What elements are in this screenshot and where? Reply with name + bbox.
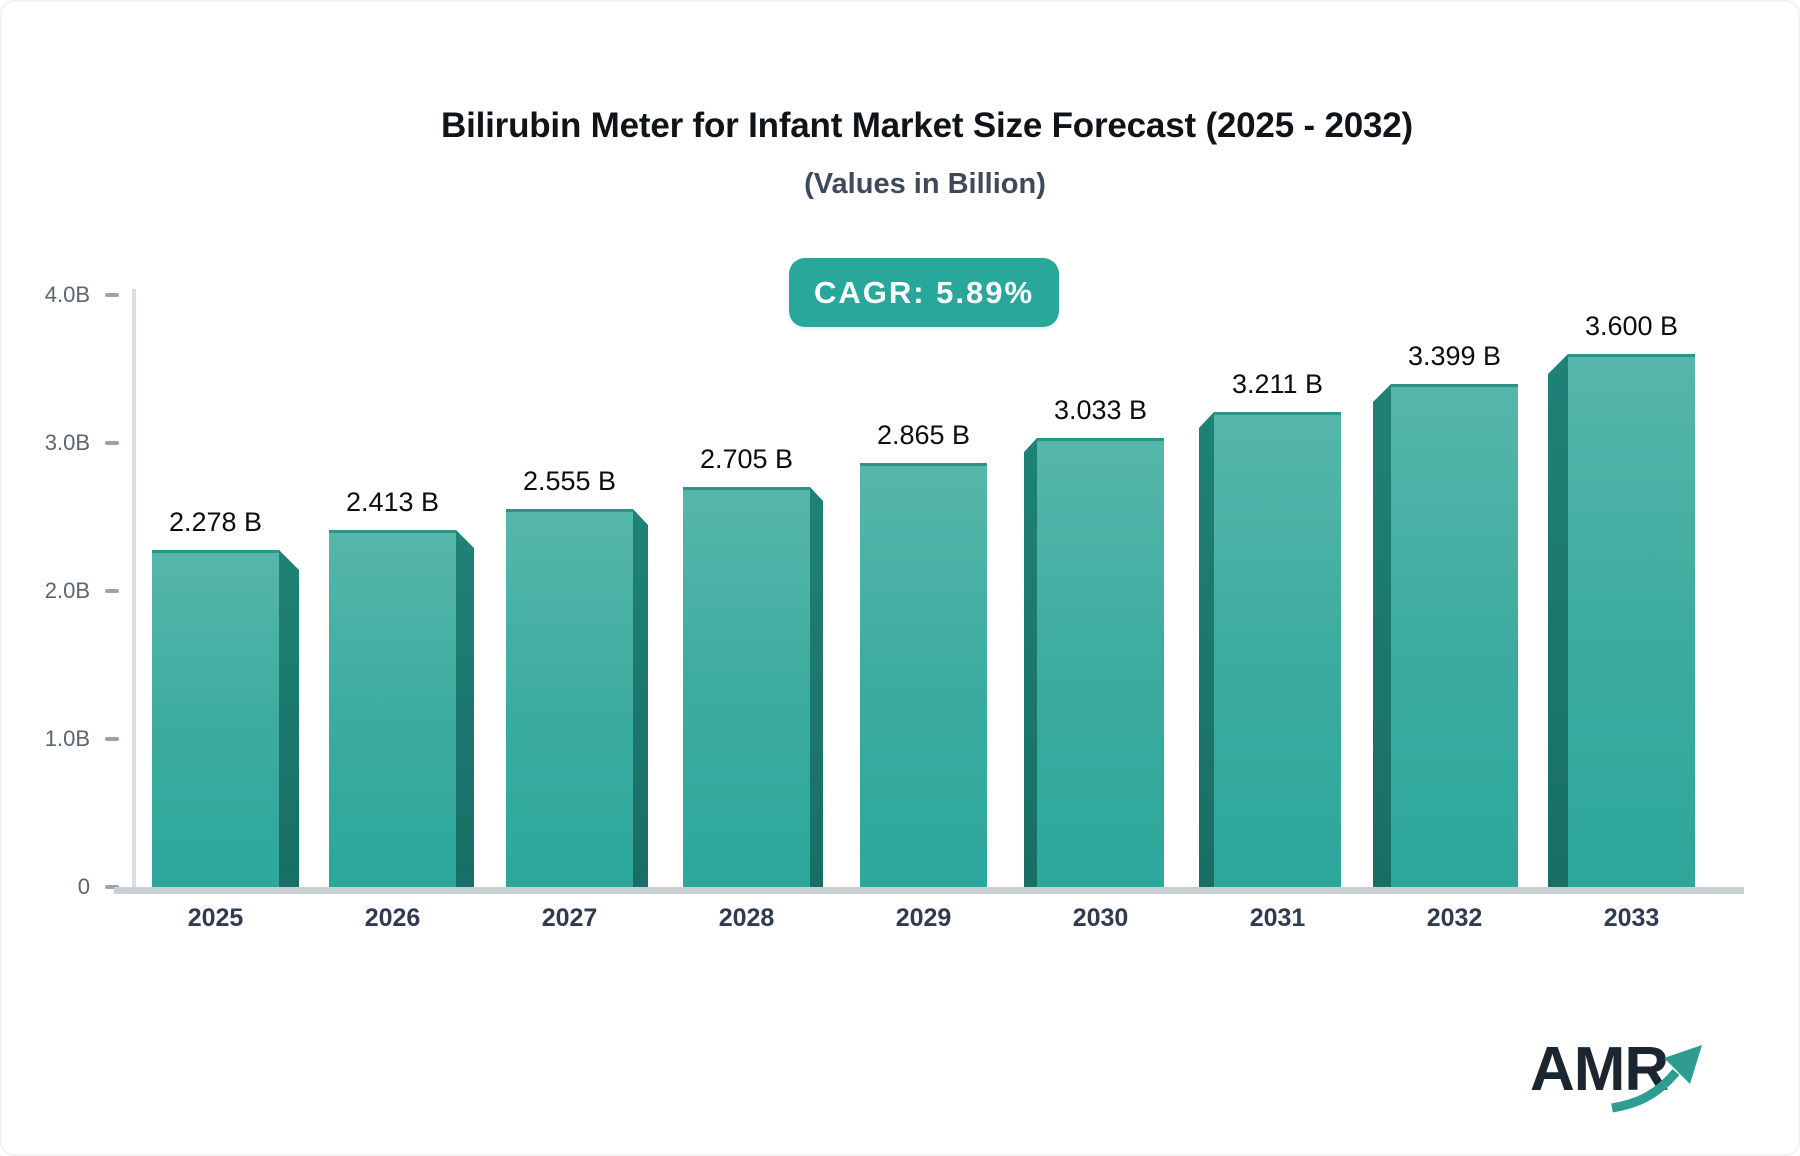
y-axis-tick-label: 2.0B <box>44 578 90 603</box>
chart-title: Bilirubin Meter for Infant Market Size F… <box>441 106 1413 145</box>
bar-face-2029 <box>860 463 987 887</box>
cagr-badge: CAGR: 5.89% <box>789 258 1059 327</box>
bar-value-label: 3.211 B <box>1231 369 1324 399</box>
bar-side-face-2027 <box>633 509 648 887</box>
x-axis-year-label: 2029 <box>895 904 952 932</box>
growth-arrow-icon <box>1611 1045 1702 1113</box>
bar-face-2027 <box>506 509 633 887</box>
x-axis-year-label: 2028 <box>718 904 775 932</box>
bar-value-label: 2.413 B <box>345 487 440 517</box>
x-axis-year-label: 2026 <box>364 904 421 932</box>
x-axis-year-label: 2027 <box>541 904 598 932</box>
bar-face-2030 <box>1037 438 1164 887</box>
bar-face-2025 <box>152 550 279 887</box>
bar-value-label: 2.705 B <box>699 444 794 474</box>
bar-face-2028 <box>683 487 810 887</box>
x-axis-year-label: 2033 <box>1603 904 1660 932</box>
x-axis-year-label: 2032 <box>1426 904 1483 932</box>
bar-face-2026 <box>329 530 456 887</box>
bar-side-face-2030 <box>1024 438 1037 887</box>
bar-face-2031 <box>1214 412 1341 887</box>
y-axis-tick-label: 3.0B <box>44 430 90 455</box>
bar-side-face-2032 <box>1373 384 1391 887</box>
y-axis-tick-mark <box>105 589 119 593</box>
bar-value-label: 3.033 B <box>1053 395 1148 425</box>
x-axis-line <box>114 887 1744 894</box>
y-axis-tick-label: 1.0B <box>44 726 90 751</box>
bar-side-face-2028 <box>810 487 823 887</box>
x-axis-year-label: 2031 <box>1249 904 1306 932</box>
bar-face-2033 <box>1568 354 1695 887</box>
y-axis-tick-mark <box>105 737 119 741</box>
bar-side-face-2033 <box>1548 354 1568 887</box>
bar-side-face-2025 <box>279 550 299 887</box>
bar-value-label: 2.278 B <box>168 507 263 537</box>
bar-value-label: 2.555 B <box>522 466 617 496</box>
amr-logo: AMR <box>1530 1034 1710 1114</box>
y-axis-tick-mark <box>105 441 119 445</box>
bar-value-label: 2.865 B <box>876 420 971 450</box>
cagr-badge-label: CAGR: 5.89% <box>813 274 1035 310</box>
x-axis-year-label: 2025 <box>187 904 244 932</box>
y-axis-tick-mark <box>105 885 119 889</box>
x-axis-year-label: 2030 <box>1072 904 1129 932</box>
bar-side-face-2026 <box>456 530 474 887</box>
y-axis-tick-mark <box>105 293 119 297</box>
bar-value-label: 3.399 B <box>1407 341 1502 371</box>
bar-side-face-2031 <box>1199 412 1214 887</box>
bar-value-label: 3.600 B <box>1584 311 1679 341</box>
y-axis-tick-label: 0 <box>77 874 90 899</box>
y-axis-line <box>132 289 136 891</box>
y-axis-tick-label: 4.0B <box>44 282 90 307</box>
chart-subtitle: (Values in Billion) <box>804 168 1046 200</box>
bar-face-2032 <box>1391 384 1518 887</box>
